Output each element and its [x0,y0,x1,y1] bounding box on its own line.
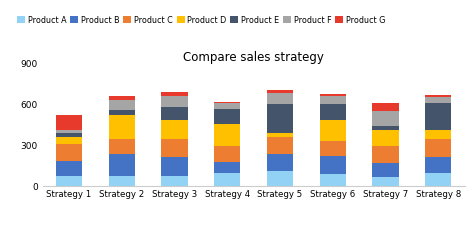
Bar [214,102,240,104]
Bar [425,98,451,104]
Bar [56,161,82,176]
Bar [56,130,82,133]
Bar [56,115,82,130]
Bar [214,146,240,162]
Bar [161,93,188,97]
Bar [319,97,346,104]
Bar [372,177,399,186]
Bar [56,137,82,145]
Bar [109,115,135,139]
Bar [372,104,399,111]
Bar [319,174,346,186]
Bar [425,130,451,139]
Bar [109,97,135,100]
Bar [267,91,293,94]
Bar [109,100,135,111]
Bar [319,104,346,121]
Bar [214,162,240,173]
Bar [267,155,293,171]
Bar [109,154,135,176]
Bar [161,157,188,176]
Bar [214,110,240,125]
Bar [319,141,346,156]
Bar [319,121,346,141]
Bar [372,111,399,126]
Bar [267,94,293,104]
Bar [319,94,346,97]
Bar [425,157,451,173]
Bar [267,104,293,134]
Bar [161,176,188,186]
Bar [161,139,188,157]
Bar [372,146,399,164]
Bar [161,120,188,139]
Bar [425,173,451,186]
Legend: Product A, Product B, Product C, Product D, Product E, Product F, Product G: Product A, Product B, Product C, Product… [17,16,385,25]
Bar [372,126,399,130]
Bar [161,97,188,108]
Bar [56,133,82,137]
Bar [109,139,135,154]
Bar [267,134,293,137]
Bar [372,164,399,177]
Bar [214,104,240,110]
Bar [425,104,451,130]
Bar [267,171,293,186]
Bar [214,125,240,146]
Bar [372,130,399,146]
Bar [109,111,135,115]
Bar [214,173,240,186]
Bar [161,108,188,120]
Bar [109,176,135,186]
Bar [425,96,451,98]
Bar [56,176,82,186]
Bar [319,156,346,174]
Bar [56,145,82,161]
Bar [267,137,293,155]
Bar [425,139,451,157]
Title: Compare sales strategy: Compare sales strategy [183,51,324,64]
